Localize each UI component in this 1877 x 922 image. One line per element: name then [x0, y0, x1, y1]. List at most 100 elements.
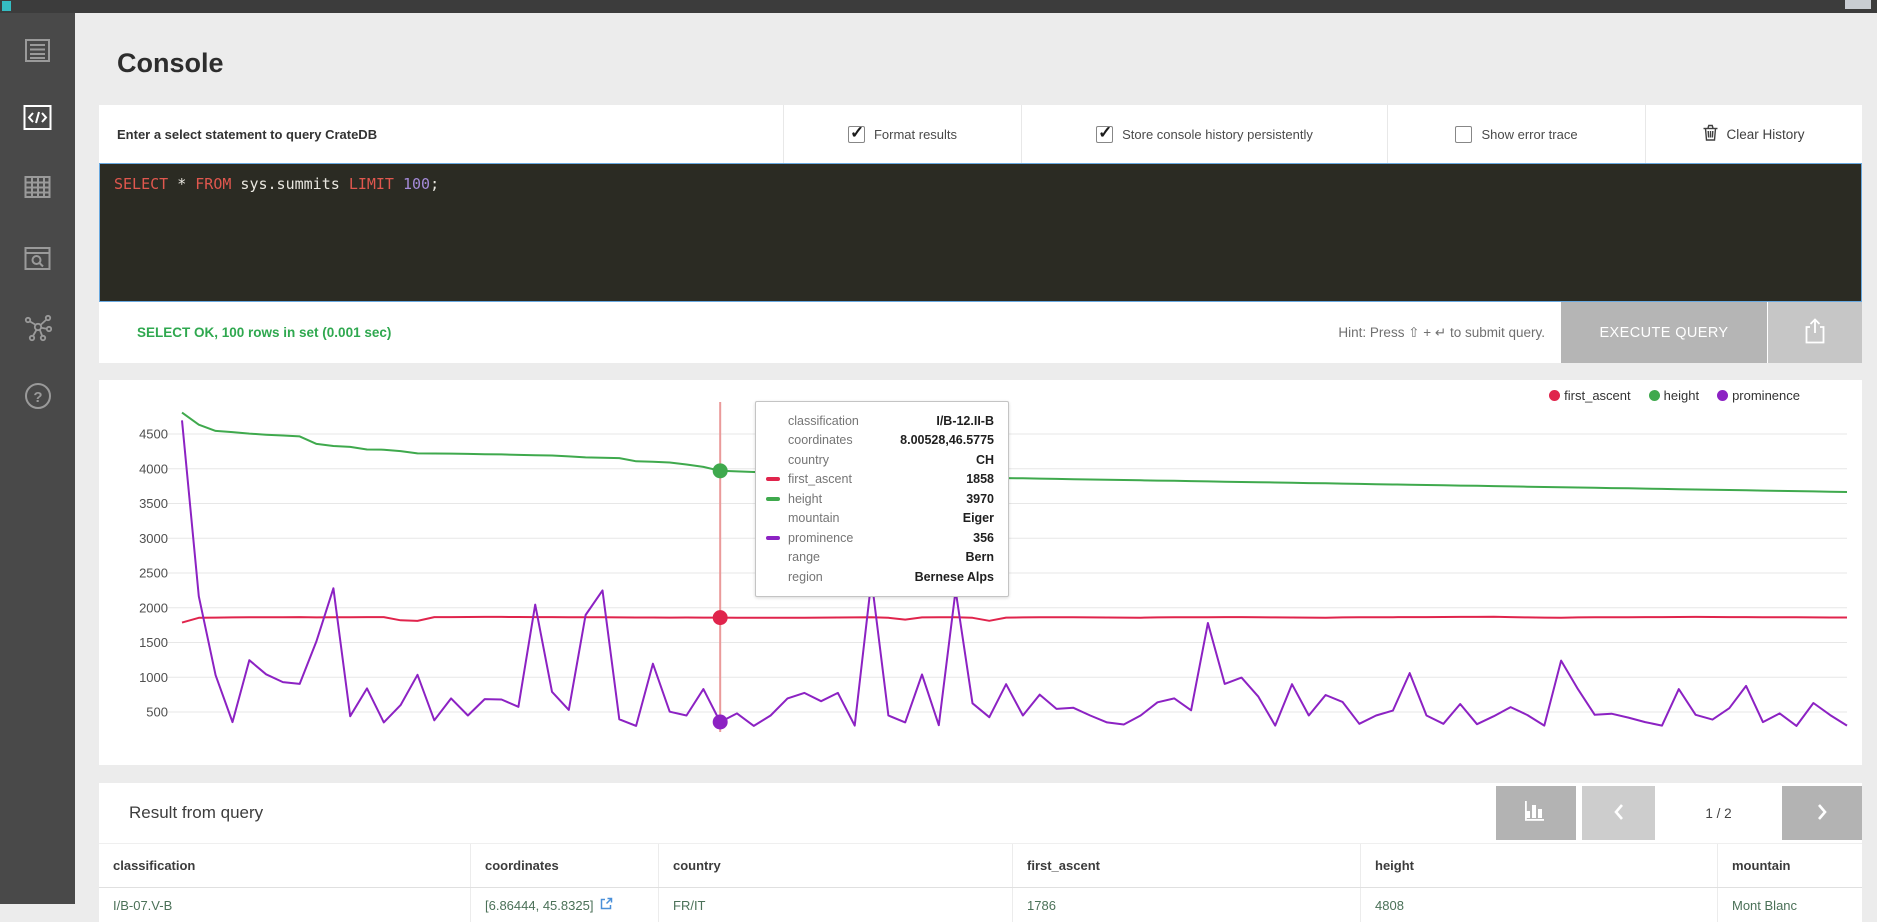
svg-text:500: 500 [146, 705, 168, 720]
option-show-error-trace[interactable]: Show error trace [1387, 105, 1645, 163]
tooltip-label: height [788, 492, 966, 506]
share-icon [1804, 318, 1826, 347]
marker-spacer [766, 419, 780, 423]
sidebar-item-data-browser[interactable] [17, 241, 58, 275]
clear-history-label: Clear History [1726, 127, 1804, 142]
marker-spacer [766, 575, 780, 579]
tooltip-value: I/B-12.II-B [936, 414, 994, 428]
chevron-left-icon [1612, 802, 1626, 825]
legend-label: prominence [1732, 388, 1800, 403]
checkbox-checked-icon[interactable] [1096, 126, 1113, 143]
sidebar-item-tables[interactable] [17, 170, 58, 204]
column-header-classification: classification [99, 844, 471, 887]
page-title: Console [117, 48, 224, 79]
cell-value-country: FR/IT [673, 898, 706, 913]
svg-text:4000: 4000 [139, 461, 168, 476]
svg-text:2000: 2000 [139, 600, 168, 615]
cell-value-classification: I/B-07.V-B [113, 898, 172, 913]
tooltip-label: region [788, 570, 915, 584]
share-button[interactable] [1767, 302, 1862, 363]
column-header-height: height [1361, 844, 1718, 887]
tooltip-label: prominence [788, 531, 973, 545]
svg-text:1500: 1500 [139, 635, 168, 650]
chevron-right-icon [1815, 802, 1829, 825]
sql-editor[interactable]: SELECT * FROM sys.summits LIMIT 100; [99, 163, 1862, 302]
sidebar: ? [0, 13, 75, 904]
execute-query-button[interactable]: EXECUTE QUERY [1561, 302, 1767, 363]
console-icon [23, 104, 52, 131]
marker-spacer [766, 438, 780, 442]
tooltip-value: Bern [966, 550, 994, 564]
tooltip-value: 356 [973, 531, 994, 545]
chart-legend: first_ascent height prominence [1549, 388, 1800, 403]
option-label: Store console history persistently [1122, 127, 1313, 142]
checkbox-checked-icon[interactable] [848, 126, 865, 143]
series-marker [766, 536, 780, 540]
svg-text:4500: 4500 [139, 427, 168, 442]
marker-spacer [766, 458, 780, 462]
help-icon: ? [24, 382, 52, 410]
svg-text:3000: 3000 [139, 531, 168, 546]
page-indicator: 1 / 2 [1655, 786, 1782, 840]
legend-dot [1649, 390, 1660, 401]
previous-page-button[interactable] [1582, 786, 1655, 840]
top-window-strip [0, 0, 1877, 13]
option-store-console-history-persistently[interactable]: Store console history persistently [1021, 105, 1387, 163]
toggle-chart-button[interactable] [1496, 786, 1576, 840]
legend-label: height [1664, 388, 1699, 403]
sidebar-item-overview[interactable] [17, 33, 58, 67]
next-page-button[interactable] [1782, 786, 1862, 840]
cell-value-first_ascent: 1786 [1027, 898, 1056, 913]
legend-dot [1717, 390, 1728, 401]
column-header-country: country [659, 844, 1013, 887]
sidebar-item-help[interactable]: ? [17, 379, 58, 413]
external-link-icon[interactable] [600, 897, 613, 910]
results-pager: 1 / 2 [1496, 786, 1862, 840]
legend-item-height[interactable]: height [1649, 388, 1699, 403]
option-label: Show error trace [1481, 127, 1577, 142]
tooltip-label: classification [788, 414, 936, 428]
svg-text:2500: 2500 [139, 566, 168, 581]
svg-text:?: ? [33, 389, 42, 406]
tooltip-label: range [788, 550, 966, 564]
submit-hint: Hint: Press ⇧ + ↵ to submit query. [1338, 325, 1545, 341]
tooltip-label: mountain [788, 511, 963, 525]
overview-icon [24, 37, 51, 64]
option-format-results[interactable]: Format results [783, 105, 1021, 163]
bar-chart-icon [1524, 799, 1548, 828]
tooltip-value: CH [976, 453, 994, 467]
clear-history-button[interactable]: Clear History [1645, 105, 1862, 163]
marker-spacer [766, 555, 780, 559]
tooltip-label: first_ascent [788, 472, 966, 486]
legend-item-first_ascent[interactable]: first_ascent [1549, 388, 1630, 403]
legend-item-prominence[interactable]: prominence [1717, 388, 1800, 403]
sidebar-item-cluster[interactable] [17, 311, 58, 345]
cell-value-height: 4808 [1375, 898, 1404, 913]
cluster-icon [24, 314, 52, 342]
browser-search-icon [24, 246, 51, 271]
query-status-message: SELECT OK, 100 rows in set (0.001 sec) [137, 325, 391, 340]
status-bar: SELECT OK, 100 rows in set (0.001 sec) H… [99, 302, 1862, 363]
tooltip-value: 1858 [966, 472, 994, 486]
checkbox-unchecked-icon[interactable] [1455, 126, 1472, 143]
console-options-bar: Enter a select statement to query CrateD… [99, 105, 1862, 163]
tooltip-value: Eiger [963, 511, 994, 525]
tooltip-value: 8.00528,46.5775 [900, 433, 994, 447]
svg-text:1000: 1000 [139, 670, 168, 685]
sidebar-item-console[interactable] [17, 100, 58, 134]
trash-icon [1703, 124, 1718, 144]
legend-label: first_ascent [1564, 388, 1630, 403]
statement-label: Enter a select statement to query CrateD… [99, 105, 783, 163]
